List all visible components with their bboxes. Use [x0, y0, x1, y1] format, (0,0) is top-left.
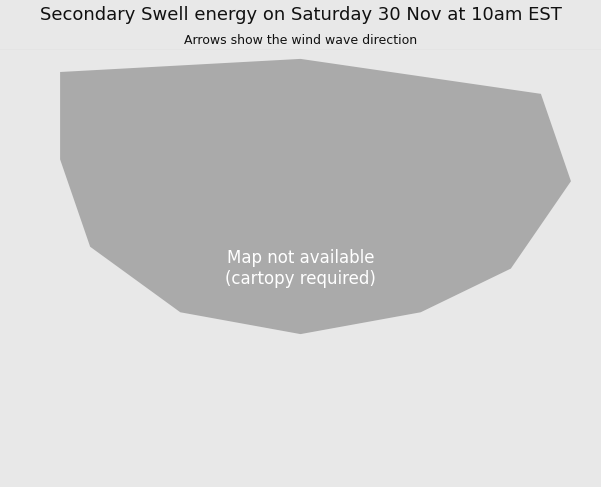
- Text: Arrows show the wind wave direction: Arrows show the wind wave direction: [184, 34, 417, 47]
- Text: Secondary Swell energy on Saturday 30 Nov at 10am EST: Secondary Swell energy on Saturday 30 No…: [40, 6, 561, 24]
- Text: Map not available
(cartopy required): Map not available (cartopy required): [225, 249, 376, 288]
- Polygon shape: [60, 59, 571, 334]
